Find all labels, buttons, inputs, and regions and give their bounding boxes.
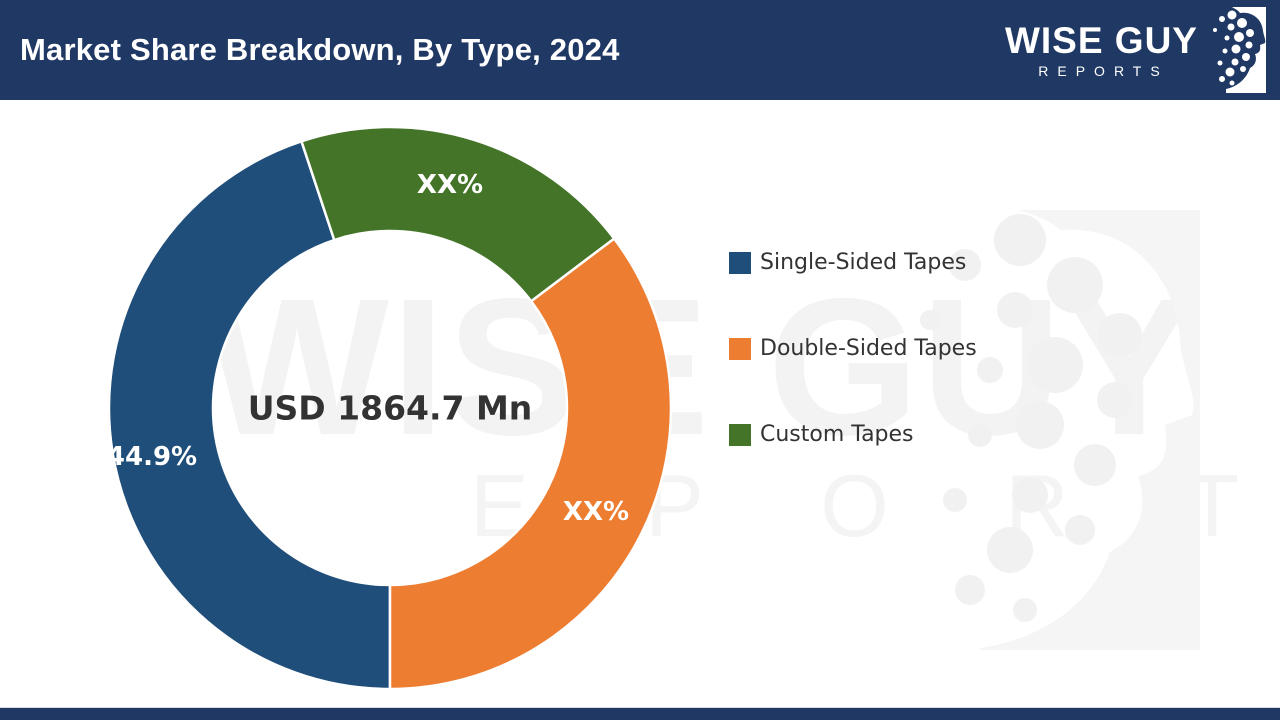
legend-item: Single-Sided Tapes [729,250,977,275]
legend-swatch [729,423,751,446]
donut-segment [107,140,392,691]
slice-label-double-sided: XX% [562,497,630,527]
footer-bar [0,708,1280,720]
wiseguy-logo-wordmark: WISE GUY [1004,20,1198,61]
header-bar: Market Share Breakdown, By Type, 2024 WI… [0,0,1280,100]
chart-center-value: USD 1864.7 Mn [247,388,533,428]
wiseguy-logo: WISE GUY REPORTS [1005,0,1266,100]
donut-segment [388,237,673,691]
wiseguy-logo-text: WISE GUY REPORTS [1005,22,1198,78]
chart-legend: Single-Sided Tapes Double-Sided Tapes Cust… [729,250,977,447]
slice-label-single-sided: 44.9% [106,442,198,472]
donut-segment [300,125,616,303]
legend-swatch [729,251,751,274]
chart-area: WISE GUY E P O R T S USD 1864.7 Mn 44.9%… [0,100,1280,707]
donut-chart: USD 1864.7 Mn 44.9% XX% XX% [107,125,673,691]
donut-svg [107,125,673,691]
watermark-face-icon [920,210,1200,650]
footer-divider [0,707,1280,708]
page-title: Market Share Breakdown, By Type, 2024 [20,32,620,67]
wiseguy-logo-face-icon [1213,7,1266,93]
legend-item: Double-Sided Tapes [729,336,977,361]
legend-item: Custom Tapes [729,422,977,447]
legend-label: Custom Tapes [760,422,914,447]
legend-label: Double-Sided Tapes [760,336,977,361]
wiseguy-logo-subtitle: REPORTS [1038,63,1169,79]
legend-swatch [729,337,751,360]
legend-label: Single-Sided Tapes [760,250,967,275]
slice-label-custom: XX% [416,170,484,200]
